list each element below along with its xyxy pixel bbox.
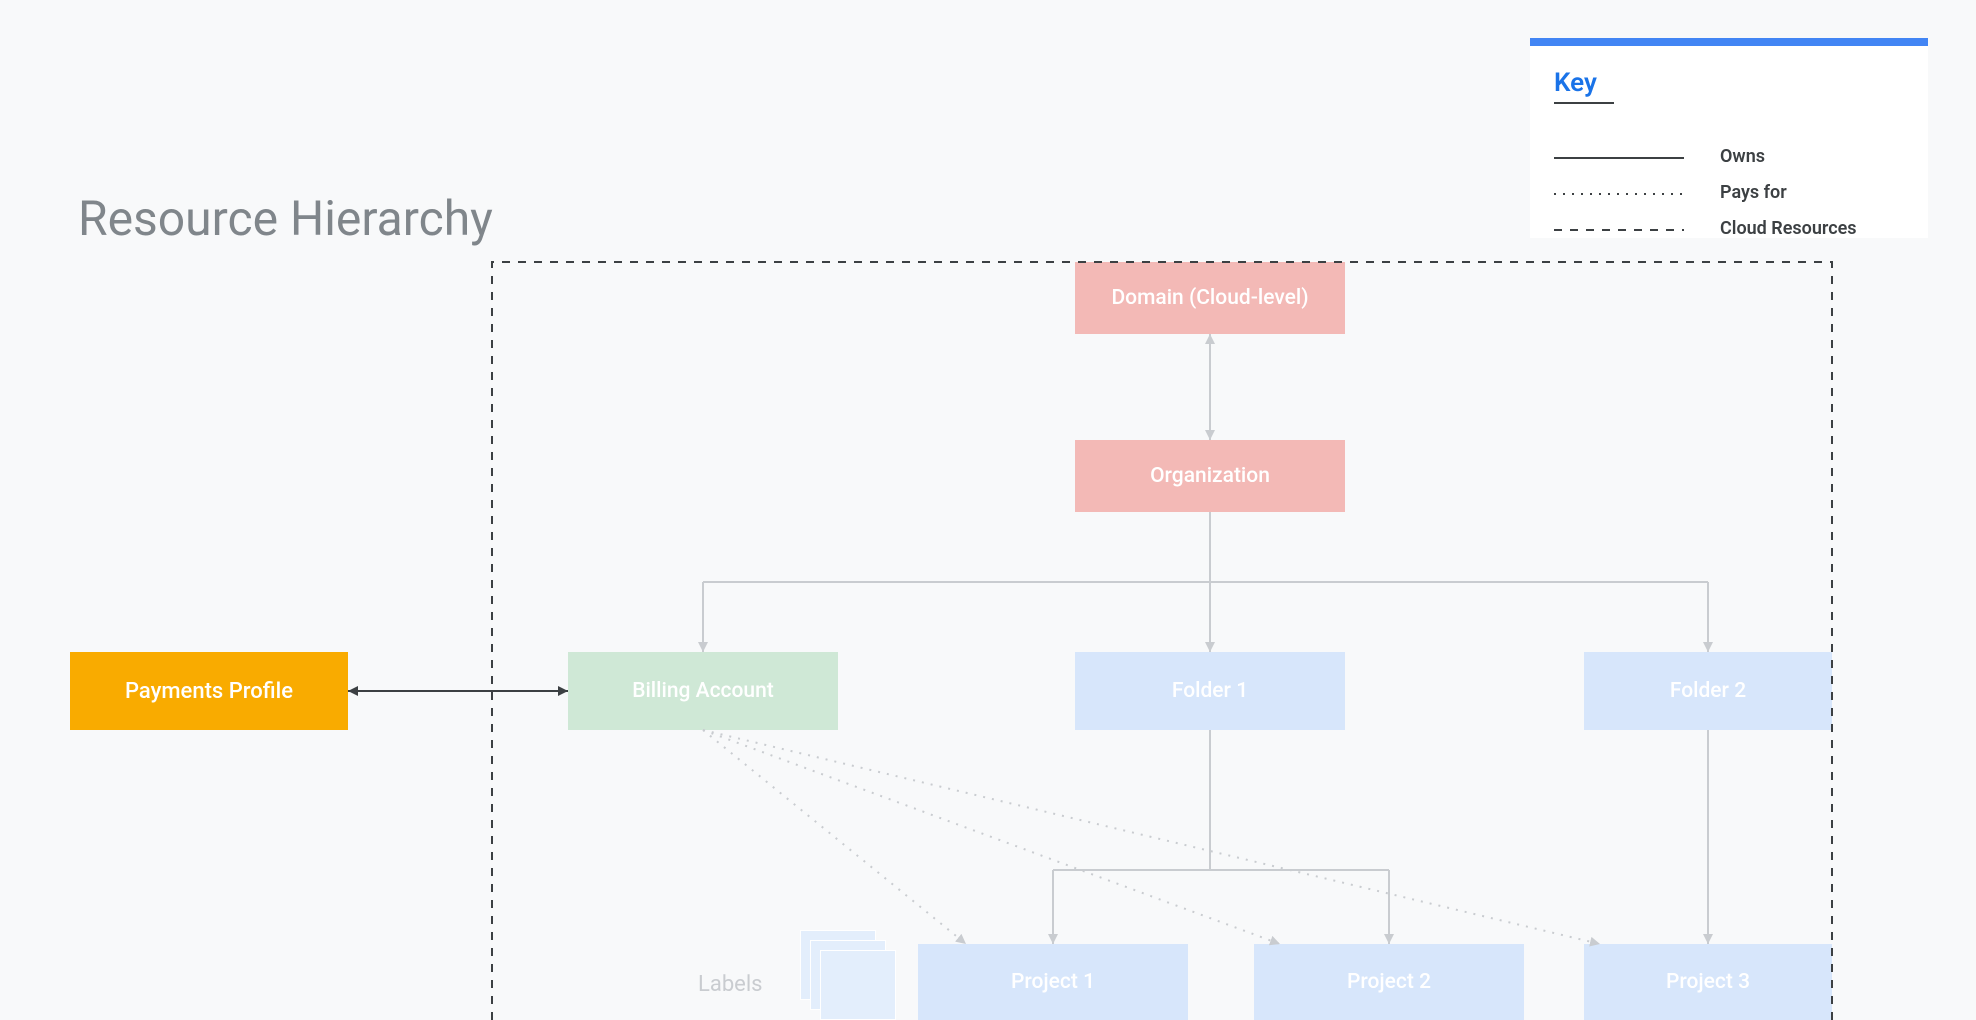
legend-top-bar	[1530, 38, 1928, 46]
node-billing-account: Billing Account	[568, 652, 838, 730]
labels-card-front	[820, 950, 896, 1020]
node-organization: Organization	[1075, 440, 1345, 512]
node-label: Project 3	[1666, 970, 1750, 994]
legend-title-underline	[1554, 102, 1614, 104]
diagram-title: Resource Hierarchy	[78, 190, 493, 247]
legend-row: Pays for	[1530, 182, 1928, 206]
node-label: Domain (Cloud-level)	[1111, 286, 1308, 310]
node-label: Billing Account	[632, 679, 774, 703]
legend-row-label: Cloud Resources	[1720, 218, 1857, 240]
labels-card-stack	[800, 930, 896, 1020]
node-folder-2: Folder 2	[1584, 652, 1832, 730]
legend-row-label: Owns	[1720, 146, 1765, 168]
legend-box: Key Owns Pays for Cloud Resources	[1530, 38, 1928, 238]
node-domain: Domain (Cloud-level)	[1075, 262, 1345, 334]
node-label: Payments Profile	[125, 679, 293, 704]
legend-row: Cloud Resources	[1530, 218, 1928, 242]
node-project-2: Project 2	[1254, 944, 1524, 1020]
legend-title: Key	[1554, 68, 1597, 98]
node-label: Project 2	[1347, 970, 1431, 994]
node-project-3: Project 3	[1584, 944, 1832, 1020]
node-label: Folder 2	[1670, 679, 1746, 703]
node-payments-profile: Payments Profile	[70, 652, 348, 730]
node-label: Folder 1	[1172, 679, 1248, 703]
node-project-1: Project 1	[918, 944, 1188, 1020]
node-label: Organization	[1150, 464, 1270, 488]
node-folder-1: Folder 1	[1075, 652, 1345, 730]
legend-row: Owns	[1530, 146, 1928, 170]
diagram-canvas: Resource Hierarchy Key Owns Pays for Cloud…	[0, 0, 1976, 1020]
node-label: Project 1	[1011, 970, 1095, 994]
labels-caption: Labels	[698, 972, 763, 997]
legend-row-label: Pays for	[1720, 182, 1787, 204]
